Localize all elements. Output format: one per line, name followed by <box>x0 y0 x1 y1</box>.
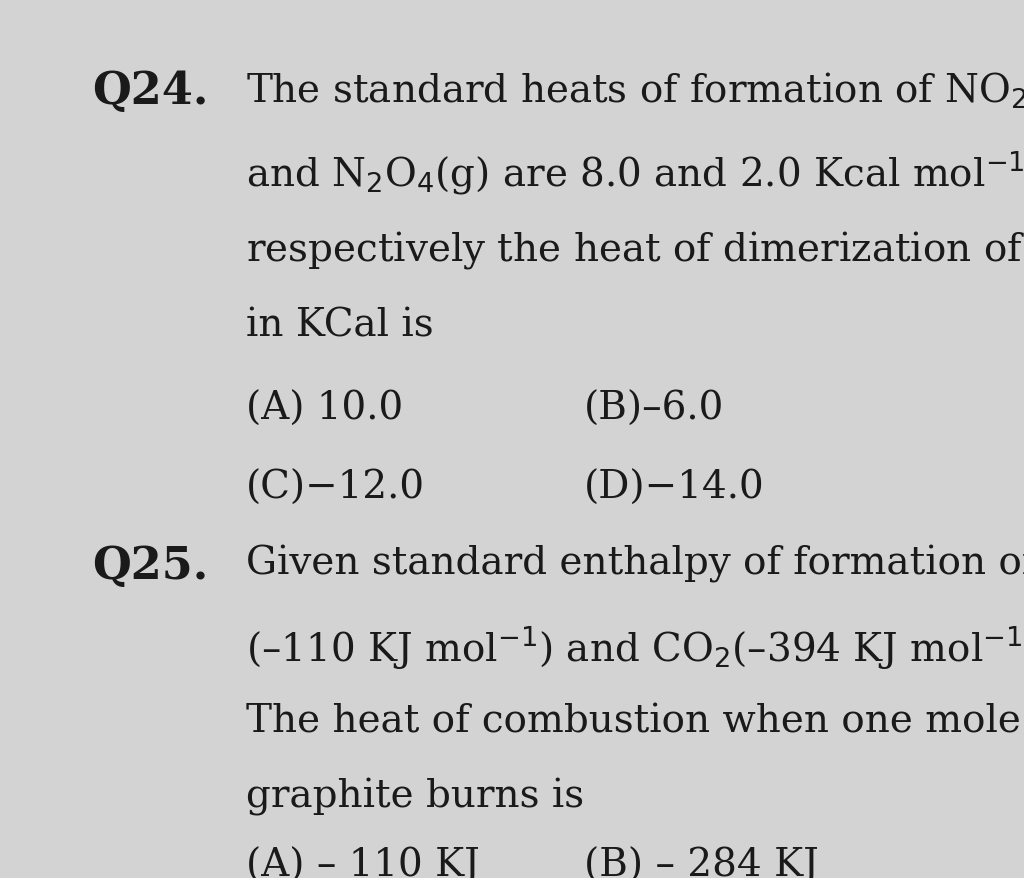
Text: (C)−12.0: (C)−12.0 <box>246 470 425 507</box>
Text: Q25.: Q25. <box>92 544 209 587</box>
Text: (B) – 284 KJ: (B) – 284 KJ <box>584 845 818 878</box>
Text: in KCal is: in KCal is <box>246 307 433 344</box>
Text: The heat of combustion when one mole of: The heat of combustion when one mole of <box>246 702 1024 739</box>
Text: respectively the heat of dimerization of NO$_2$: respectively the heat of dimerization of… <box>246 228 1024 270</box>
Text: The standard heats of formation of NO$_2$(g): The standard heats of formation of NO$_2… <box>246 70 1024 112</box>
Text: (D)−14.0: (D)−14.0 <box>584 470 765 507</box>
Text: (A) – 110 KJ: (A) – 110 KJ <box>246 845 479 878</box>
Text: Given standard enthalpy of formation of CO: Given standard enthalpy of formation of … <box>246 544 1024 582</box>
Text: (–110 KJ mol$^{-1}$) and CO$_2$(–394 KJ mol$^{-1}$).: (–110 KJ mol$^{-1}$) and CO$_2$(–394 KJ … <box>246 623 1024 670</box>
Text: (A) 10.0: (A) 10.0 <box>246 391 403 428</box>
Text: Q24.: Q24. <box>92 70 209 113</box>
Text: and N$_2$O$_4$(g) are 8.0 and 2.0 Kcal mol$^{-1}$: and N$_2$O$_4$(g) are 8.0 and 2.0 Kcal m… <box>246 149 1024 196</box>
Text: (B)–6.0: (B)–6.0 <box>584 391 724 428</box>
Text: graphite burns is: graphite burns is <box>246 777 584 815</box>
